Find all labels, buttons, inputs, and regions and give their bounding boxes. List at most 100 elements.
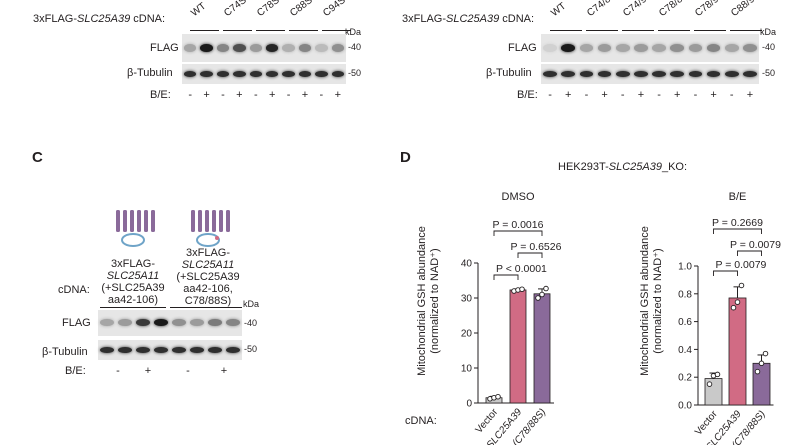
tubulin-band [100, 347, 114, 353]
be-sign: - [548, 89, 552, 101]
p-value-label: P = 0.6526 [511, 241, 562, 253]
y-tick-label: 30 [461, 294, 473, 305]
y-tick-label: 0 [466, 399, 472, 410]
flag-band [200, 43, 213, 52]
flag-band [249, 43, 263, 52]
flag-band [233, 43, 246, 52]
panel-c-construct-1: 3xFLAG- SLC25A11 (+SLC25A39 aa42-106) [101, 258, 165, 306]
tubulin-band [154, 347, 168, 353]
flag-band [543, 43, 557, 52]
panel-b-flag-blot [541, 34, 759, 62]
tubulin-band [706, 71, 721, 77]
tubulin-band [634, 71, 648, 77]
flag-band [331, 43, 345, 52]
flag-band [216, 43, 230, 52]
tubulin-band [200, 71, 213, 77]
flag-band [190, 319, 204, 327]
flag-band [282, 43, 295, 52]
data-point [539, 291, 545, 298]
tubulin-band [543, 71, 557, 77]
tubulin-band [652, 71, 666, 77]
panel-a-mw-50: -50 [348, 68, 362, 78]
flag-band [183, 43, 197, 52]
panel-a-kda: kDa [345, 27, 362, 37]
be-sign: + [674, 89, 681, 101]
panel-b-mw-50: -50 [762, 68, 776, 78]
y-tick-label: 0.4 [678, 345, 692, 356]
panel-c-cdna-label: cDNA: [58, 284, 90, 296]
panel-d-letter: D [400, 149, 411, 166]
be-sign: + [746, 89, 754, 101]
tubulin-band [298, 71, 312, 77]
be-sign: - [729, 89, 734, 101]
panel-b-cdna-label: 3xFLAG-SLC25A39 cDNA: [402, 13, 535, 25]
panel-b-kda: kDa [760, 27, 777, 37]
tubulin-band [190, 347, 204, 353]
data-point [734, 299, 741, 305]
tubulin-band [597, 71, 612, 77]
flag-band [172, 319, 186, 327]
tubulin-band [579, 71, 594, 77]
data-point [519, 286, 525, 293]
tubulin-band [136, 347, 150, 353]
significance-bracket [713, 270, 738, 276]
panel-b-flag-label: FLAG [508, 42, 537, 54]
panel-c-letter: C [32, 149, 43, 166]
panel-d-header: HEK293T-SLC25A39_KO: [558, 161, 688, 173]
be-sign: - [319, 89, 324, 101]
p-value-label: P = 0.0079 [730, 239, 781, 251]
y-tick-label: 1.0 [678, 262, 692, 273]
be-sign: + [601, 89, 608, 101]
flag-band [118, 319, 132, 327]
be-sign: + [710, 89, 717, 101]
tubulin-band [315, 71, 328, 77]
be-sign: - [186, 365, 190, 377]
tubulin-band [615, 71, 630, 77]
flag-band [724, 43, 739, 52]
tubulin-band [226, 347, 240, 353]
data-point [535, 295, 541, 301]
flag-band [100, 319, 114, 327]
flag-band [561, 43, 576, 52]
be-sign: - [286, 89, 291, 101]
chart-be-ylabel: Mitochondrial GSH abundance (normalized t… [639, 226, 664, 376]
tubulin-band [172, 347, 186, 353]
bar [752, 362, 771, 406]
panel-a-cdna-label: 3xFLAG-SLC25A39 cDNA: [33, 13, 166, 25]
be-sign: + [334, 89, 342, 101]
panel-c-underline-1 [100, 307, 166, 308]
be-sign: + [637, 89, 645, 101]
tubulin-band [743, 71, 757, 77]
be-sign: + [203, 89, 210, 101]
panel-c-mw-50: -50 [244, 344, 258, 354]
bar [728, 297, 747, 406]
y-tick-label: 10 [461, 364, 473, 375]
tubulin-band [208, 347, 222, 353]
flag-band [670, 43, 685, 52]
p-value-label: P = 0.0016 [493, 219, 544, 231]
p-value-label: P = 0.2669 [712, 217, 763, 229]
be-sign: + [565, 89, 572, 101]
data-point [706, 381, 713, 387]
data-point [758, 360, 765, 367]
panel-c-mw-40: -40 [244, 318, 258, 328]
tubulin-band [670, 71, 685, 77]
data-point [543, 285, 549, 292]
tubulin-band [282, 71, 295, 77]
tubulin-band [688, 71, 703, 77]
flag-band [298, 43, 312, 52]
panel-a-flag-blot [182, 34, 346, 62]
flag-band [615, 43, 630, 52]
lane-underline [550, 30, 582, 31]
panel-a-tubulin-blot [182, 64, 346, 84]
lane-underline [223, 30, 252, 31]
be-sign: - [620, 89, 625, 101]
data-point [730, 304, 737, 311]
significance-bracket [493, 274, 519, 280]
be-sign: + [144, 365, 152, 377]
lane-underline [622, 30, 654, 31]
lane-underline [694, 30, 726, 31]
flag-band [743, 43, 757, 52]
panel-b-tubulin-label: β-Tubulin [486, 67, 532, 79]
